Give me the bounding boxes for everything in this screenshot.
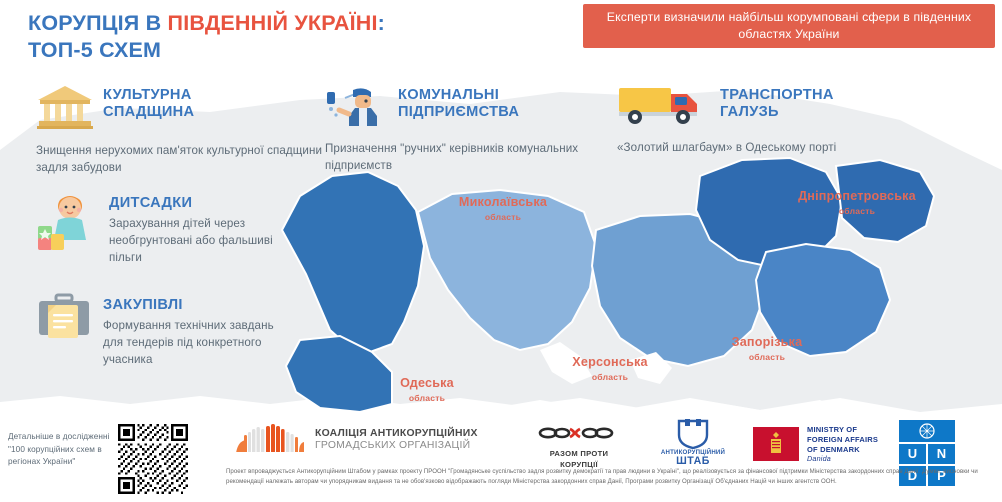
title-highlight: ПІВДЕННІЙ УКРАЇНІ	[167, 11, 378, 35]
title-line-2: ТОП-5 СХЕМ	[28, 38, 162, 63]
map-label-zaporizhzhia-name: Запорізька	[731, 335, 803, 349]
denmark-line-2: FOREIGN AFFAIRS	[807, 434, 879, 444]
scheme-transport-head: ТРАНСПОРТНА ГАЛУЗЬ	[617, 84, 917, 131]
undp-letter-d: D	[899, 466, 926, 486]
region-dnipropetrovsk-east[interactable]	[834, 158, 936, 244]
undp-letters: U N D P	[899, 444, 955, 486]
worker-icon	[325, 84, 389, 133]
scheme-communal-enterprises: КОМУНАЛЬНІ ПІДПРИЄМСТВА Призначення "руч…	[325, 84, 595, 175]
scheme-communal-title-line2: ПІДПРИЄМСТВА	[398, 104, 520, 121]
logo-undp: U N D P	[899, 420, 955, 486]
scheme-purchase-head: ЗАКУПІВЛІ Формування технічних завдань д…	[36, 292, 291, 369]
map-label-zaporizhzhia: Запорізька область	[712, 335, 822, 362]
map-label-odesa-sub: область	[408, 392, 446, 403]
page-title: КОРУПЦІЯ В ПІВДЕННІЙ УКРАЇНІ: ТОП-5 СХЕМ	[28, 10, 568, 64]
map-estuary-2	[630, 352, 672, 384]
shield-icon	[677, 419, 709, 449]
map-label-dnipropetrovsk-sub: область	[838, 205, 876, 216]
museum-icon	[36, 84, 94, 135]
region-odesa[interactable]	[280, 170, 426, 354]
logo-shtab-line-1: АНТИКОРУПЦІЙНИЙ	[660, 449, 726, 456]
map-label-odesa-name: Одеська	[400, 376, 454, 390]
map-label-odesa: Одеська область	[382, 376, 472, 403]
scheme-communal-title-line1: КОМУНАЛЬНІ	[398, 87, 500, 103]
denmark-coat-of-arms-icon	[753, 427, 799, 462]
scheme-kinder-title: ДИТСАДКИ	[109, 195, 193, 211]
logo-rpk-line-1: РАЗОМ ПРОТИ	[549, 449, 609, 458]
region-zaporizhzhia[interactable]	[754, 242, 892, 358]
map-label-kherson-sub: область	[591, 371, 629, 382]
scheme-communal-head: КОМУНАЛЬНІ ПІДПРИЄМСТВА	[325, 84, 595, 133]
scheme-transport-title-line1: ТРАНСПОРТНА	[720, 87, 834, 103]
broken-chain-icon	[538, 427, 614, 439]
scheme-cultural-heritage: КУЛЬТУРНА СПАДЩИНА Знищення нерухомих па…	[36, 84, 336, 177]
scheme-communal-description: Призначення "ручних" керівників комуналь…	[325, 142, 579, 172]
disclaimer-text: Проект впроваджується Антикорупційним Шт…	[226, 468, 978, 485]
scheme-kindergartens: ДИТСАДКИ Зарахування дітей через необгру…	[36, 190, 286, 267]
map-label-dnipropetrovsk: Дніпропетровська область	[782, 189, 932, 216]
scheme-kinder-head: ДИТСАДКИ Зарахування дітей через необгру…	[36, 190, 286, 267]
title-line-1: КОРУПЦІЯ В ПІВДЕННІЙ УКРАЇНІ:	[28, 10, 568, 37]
denmark-line-3: OF DENMARK	[807, 444, 860, 454]
un-emblem-icon	[899, 420, 955, 442]
coalition-line-1: КОАЛІЦІЯ АНТИКОРУПЦІЙНИХ	[315, 427, 478, 439]
qr-code[interactable]	[118, 424, 188, 494]
undp-letter-u: U	[899, 444, 926, 464]
map-label-dnipropetrovsk-name: Дніпропетровська	[798, 189, 916, 203]
footer: Детальніше в дослідженні "100 корупційни…	[0, 415, 1002, 502]
undp-letter-n: N	[928, 444, 955, 464]
denmark-line-4: Danida	[807, 454, 831, 464]
briefcase-document-icon	[36, 292, 94, 347]
qr-note: Детальніше в дослідженні "100 корупційни…	[8, 432, 110, 467]
denmark-text: MINISTRY OF FOREIGN AFFAIRS OF DENMARK D…	[807, 425, 878, 464]
undp-letter-p: P	[928, 466, 955, 486]
title-part-2: :	[377, 11, 386, 35]
scheme-cultural-title: КУЛЬТУРНА СПАДЩИНА	[103, 84, 194, 121]
hands-icon	[232, 423, 308, 457]
map-label-mykolaiv-sub: область	[484, 211, 522, 222]
map-label-mykolaiv: Миколаївська область	[443, 195, 563, 222]
scheme-kinder-body: ДИТСАДКИ Зарахування дітей через необгру…	[109, 190, 286, 267]
expert-banner: Експерти визначили найбільш корумповані …	[583, 4, 995, 48]
title-part-1: КОРУПЦІЯ В	[28, 11, 168, 35]
scheme-cultural-title-line1: КУЛЬТУРНА	[103, 87, 192, 103]
map-sea	[0, 398, 1002, 502]
scheme-communal-title: КОМУНАЛЬНІ ПІДПРИЄМСТВА	[398, 84, 519, 121]
scheme-cultural-head: КУЛЬТУРНА СПАДЩИНА	[36, 84, 336, 135]
map-estuary	[540, 342, 592, 384]
logo-razom-proty-koruptsii: РАЗОМ ПРОТИ КОРУПЦІЇ	[536, 424, 622, 470]
map-label-mykolaiv-name: Миколаївська	[458, 195, 548, 209]
child-icon	[36, 190, 100, 255]
logo-shtab-line-2: ШТАБ	[676, 455, 710, 467]
logo-rpk-line-2: КОРУПЦІЇ	[560, 460, 598, 470]
expert-banner-text: Експерти визначили найбільш корумповані …	[606, 9, 972, 41]
coalition-logo: КОАЛІЦІЯ АНТИКОРУПЦІЙНИХ ГРОМАДСЬКИХ ОРГ…	[232, 423, 478, 457]
map-label-kherson-name: Херсонська	[572, 355, 648, 369]
scheme-transport: ТРАНСПОРТНА ГАЛУЗЬ «Золотий шлагбаум» в …	[617, 84, 917, 157]
map-label-zaporizhzhia-sub: область	[748, 351, 786, 362]
coalition-line-2: ГРОМАДСЬКИХ ОРГАНІЗАЦІЙ	[315, 440, 471, 451]
scheme-procurement: ЗАКУПІВЛІ Формування технічних завдань д…	[36, 292, 291, 369]
coalition-text: КОАЛІЦІЯ АНТИКОРУПЦІЙНИХ ГРОМАДСЬКИХ ОРГ…	[315, 428, 478, 453]
scheme-transport-description: «Золотий шлагбаум» в Одеському порті	[617, 141, 837, 154]
scheme-transport-title-line2: ГАЛУЗЬ	[720, 104, 779, 121]
scheme-cultural-title-line2: СПАДЩИНА	[103, 104, 195, 121]
scheme-purchase-body: ЗАКУПІВЛІ Формування технічних завдань д…	[103, 292, 291, 369]
scheme-purchase-title: ЗАКУПІВЛІ	[103, 297, 183, 313]
truck-icon	[617, 84, 711, 131]
denmark-line-1: MINISTRY OF	[807, 425, 858, 434]
scheme-cultural-description: Знищення нерухомих пам'яток культурної с…	[36, 144, 323, 174]
logo-antykorupciynyi-shtab: АНТИКОРУПЦІЙНИЙ ШТАБ	[655, 419, 731, 467]
region-odesa-south[interactable]	[284, 334, 393, 414]
scheme-purchase-description: Формування технічних завдань для тендері…	[103, 319, 274, 367]
map-label-kherson: Херсонська область	[555, 355, 665, 382]
region-mykolaiv[interactable]	[416, 188, 598, 352]
region-kherson[interactable]	[590, 212, 768, 368]
logo-denmark-mfa: MINISTRY OF FOREIGN AFFAIRS OF DENMARK D…	[753, 425, 878, 464]
scheme-kinder-description: Зарахування дітей через необгрунтовані а…	[109, 217, 273, 265]
scheme-transport-title: ТРАНСПОРТНА ГАЛУЗЬ	[720, 84, 834, 121]
